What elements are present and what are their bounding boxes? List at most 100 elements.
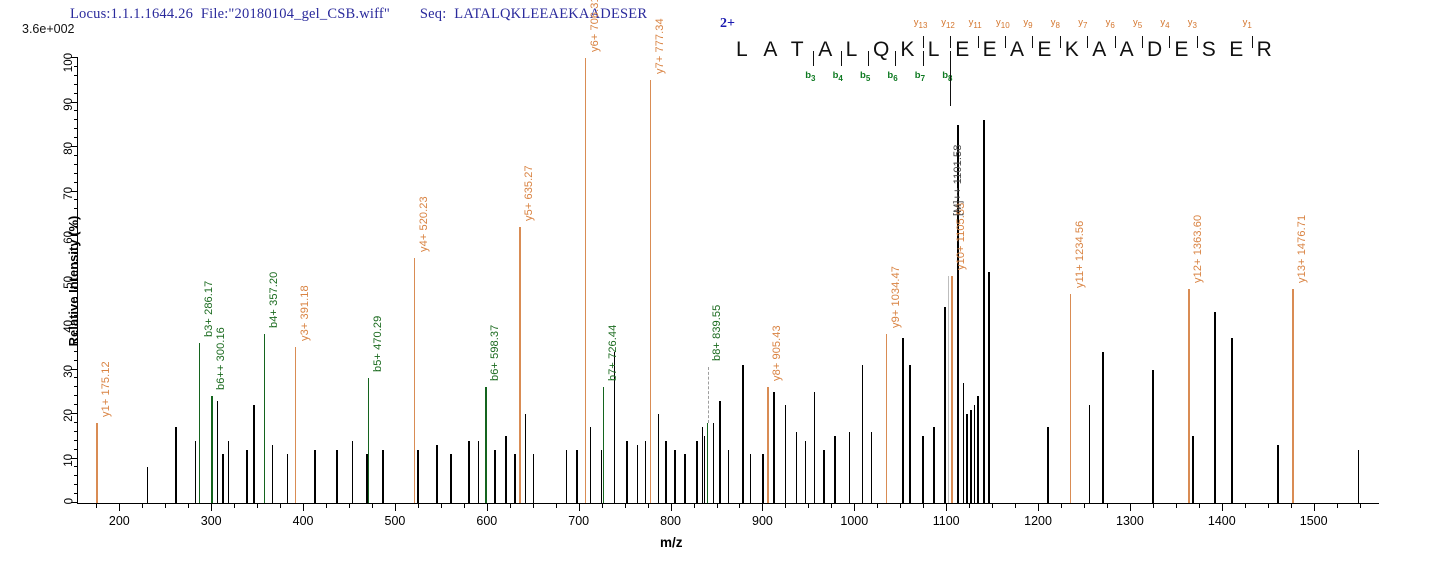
x-axis-tick-minor	[992, 503, 994, 508]
residue-9: E	[955, 38, 970, 61]
y-axis-tick-minor	[74, 128, 78, 130]
y-ion-cleavage-mark	[1169, 36, 1171, 48]
residue-10: E	[982, 38, 997, 61]
y-axis-tick-major	[71, 235, 78, 236]
b-ion-tag-b7: b7	[914, 70, 926, 83]
spectrum-peak	[194, 440, 197, 503]
b-ion-cleavage-mark	[868, 51, 869, 66]
spectrum-peak	[834, 436, 836, 503]
residue-18: S	[1201, 38, 1216, 61]
spectrum-peak	[742, 365, 744, 503]
y-axis-tick-minor	[74, 484, 78, 486]
spectrum-peak	[436, 445, 438, 503]
spectrum-peak	[246, 449, 248, 503]
residue-20: R	[1256, 38, 1272, 61]
y-axis-tick-minor	[74, 137, 78, 139]
spectrum-peak	[314, 449, 316, 503]
y-ion-tag-y13: y13	[913, 17, 928, 30]
y-axis-tick-major	[71, 101, 78, 103]
spectrum-peak	[848, 431, 851, 503]
y-axis-tick-major	[71, 279, 78, 281]
x-axis-label: 800	[660, 514, 682, 528]
y-axis-label: 30	[63, 364, 75, 378]
precursor-charge: 2+	[720, 16, 735, 31]
peak-label: y6+ 706.31	[588, 0, 601, 52]
x-axis-tick-minor	[1198, 503, 1200, 508]
residue-12: E	[1037, 38, 1052, 61]
spectrum-peak	[575, 449, 578, 503]
y-axis-tick-minor	[74, 359, 78, 361]
spectrum-peak	[626, 440, 629, 503]
x-axis-tick-major	[211, 503, 213, 511]
spectrum-peak	[450, 454, 452, 503]
x-axis-label: 400	[292, 514, 314, 528]
spectrum-peak	[286, 454, 289, 503]
x-axis-label: 1100	[932, 514, 960, 528]
y-axis-tick-minor	[74, 404, 78, 406]
x-axis-label: 1000	[840, 514, 869, 528]
peak-label: y9+ 1034.47	[889, 265, 902, 328]
y-axis-tick-major	[71, 324, 78, 325]
spectrum-peak	[613, 351, 616, 503]
y-ion-tag-y6: y6	[1105, 17, 1115, 30]
y-axis-tick-minor	[74, 475, 78, 477]
peak-label: y11+ 1234.56	[1073, 220, 1086, 288]
x-axis-label: 700	[568, 514, 590, 528]
peak-label: b7+ 726.44	[606, 324, 619, 382]
spectrum-peak	[712, 422, 715, 503]
y-ion-cleavage-mark	[922, 36, 924, 48]
precursor-marker-line	[947, 276, 949, 503]
x-axis-label: 1200	[1024, 514, 1052, 528]
y-axis-tick-minor	[74, 83, 78, 85]
y-axis-tick-minor	[74, 92, 78, 94]
x-axis-tick-minor	[831, 503, 833, 508]
spectrum-peak	[719, 400, 721, 503]
spectrum-peak	[977, 396, 980, 503]
spectrum-peak	[227, 440, 230, 503]
spectrum-peak	[962, 382, 965, 503]
x-axis-tick-minor	[440, 503, 442, 508]
peak-label: y8+ 905.43	[771, 325, 784, 382]
y-ion-tag-y9: y9	[1023, 17, 1033, 30]
x-axis-tick-major	[1038, 503, 1040, 511]
y-ion-tag-y12: y12	[941, 17, 955, 30]
intensity-scale: 3.6e+002	[22, 22, 75, 36]
spectrum-peak	[216, 400, 219, 503]
precursor-site-line	[950, 58, 952, 106]
residue-8: L	[927, 38, 940, 61]
peptide-sequence: LATALQKLEEAEKAADESER	[454, 6, 648, 22]
y-axis-tick-minor	[74, 430, 78, 432]
x-axis-tick-major	[303, 503, 305, 511]
x-axis-tick-minor	[1152, 503, 1154, 508]
x-axis-tick-minor	[1015, 503, 1017, 508]
x-axis-tick-major	[946, 503, 948, 511]
y-axis-tick-minor	[74, 448, 78, 450]
spectrum-peak	[922, 436, 924, 503]
spectrum-peak	[966, 414, 968, 503]
y-ion-tag-y1: y1	[1242, 17, 1252, 30]
y-axis-tick-minor	[74, 350, 78, 352]
y-axis-tick-minor	[74, 154, 78, 156]
spectrum-peak	[644, 440, 647, 503]
y-axis-tick-minor	[74, 243, 78, 245]
residue-3: T	[790, 38, 804, 61]
x-axis-tick-major	[1129, 503, 1131, 511]
spectrum-peak	[524, 414, 527, 503]
spectrum-peak	[505, 436, 507, 503]
spectrum-peak	[600, 449, 603, 503]
b-ion-cleavage-mark	[895, 51, 897, 66]
y-axis-label: 50	[63, 275, 75, 289]
x-axis-tick-minor	[532, 503, 534, 508]
peak-label: y13+ 1476.71	[1296, 215, 1309, 284]
x-axis-tick-minor	[96, 503, 98, 508]
x-axis-tick-minor	[1061, 503, 1063, 508]
spectrum-peak	[674, 449, 676, 503]
spectrum-peak	[494, 449, 496, 503]
annotated-peak-b-ion	[485, 387, 487, 503]
x-axis-label: 900	[752, 514, 773, 528]
peak-label: y3+ 391.18	[298, 285, 311, 342]
y-ion-cleavage-mark	[1142, 36, 1143, 48]
spectrum-peak	[703, 436, 706, 503]
peak-label: b3+ 286.17	[202, 280, 215, 337]
